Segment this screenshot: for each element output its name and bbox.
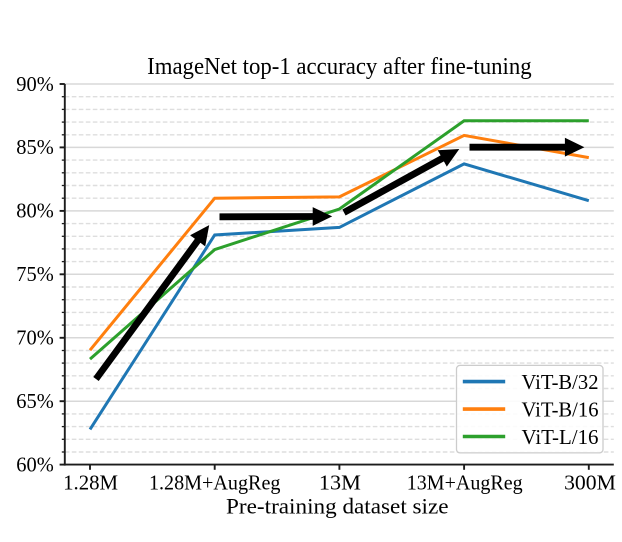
svg-text:1.28M+AugReg: 1.28M+AugReg [149, 470, 281, 494]
svg-text:75%: 75% [16, 262, 54, 286]
svg-text:ViT-B/16: ViT-B/16 [522, 398, 599, 422]
svg-text:1.28M: 1.28M [63, 470, 118, 494]
svg-text:90%: 90% [16, 72, 54, 96]
svg-text:70%: 70% [16, 326, 54, 350]
svg-text:80%: 80% [16, 199, 54, 223]
svg-text:Pre-training dataset size: Pre-training dataset size [226, 493, 449, 518]
svg-text:60%: 60% [16, 452, 54, 476]
svg-text:ImageNet top-1 accuracy after: ImageNet top-1 accuracy after fine-tunin… [147, 54, 532, 80]
svg-text:300M: 300M [564, 470, 616, 494]
svg-text:13M+AugReg: 13M+AugReg [407, 470, 523, 494]
svg-text:85%: 85% [16, 135, 54, 159]
svg-text:ViT-L/16: ViT-L/16 [522, 425, 599, 449]
svg-text:ViT-B/32: ViT-B/32 [522, 370, 599, 394]
svg-text:13M: 13M [319, 470, 361, 494]
svg-text:65%: 65% [16, 389, 54, 413]
